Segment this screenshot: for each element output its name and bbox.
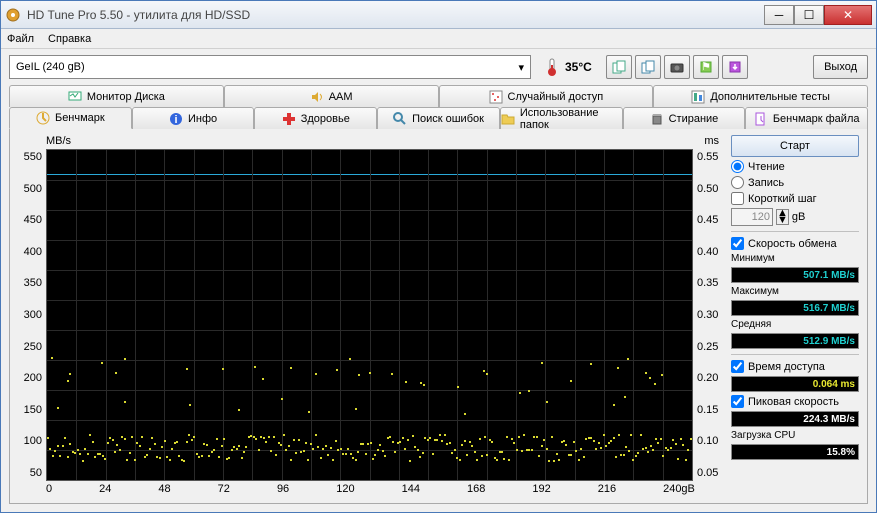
burst-rate-row[interactable]: Пиковая скорость xyxy=(731,395,859,408)
titlebar: HD Tune Pro 5.50 - утилита для HD/SSD ─ … xyxy=(1,1,876,29)
access-time-checkbox[interactable] xyxy=(731,360,744,373)
read-radio[interactable] xyxy=(731,160,744,173)
transfer-rate-row[interactable]: Скорость обмена xyxy=(731,237,859,250)
tab-health[interactable]: Здоровье xyxy=(254,107,377,129)
erase-icon xyxy=(650,112,664,126)
avg-value: 512.9 MB/s xyxy=(731,333,859,349)
tab-benchmark[interactable]: Бенчмарк xyxy=(9,107,132,129)
burst-value: 224.3 MB/s xyxy=(731,411,859,427)
dropdown-icon: ▾ xyxy=(518,61,524,74)
speaker-icon xyxy=(310,90,324,104)
monitor-icon xyxy=(68,90,82,104)
menubar: Файл Справка xyxy=(1,29,876,49)
y2-axis-label: ms xyxy=(704,135,719,147)
svg-text:i: i xyxy=(174,114,177,126)
window-title: HD Tune Pro 5.50 - утилита для HD/SSD xyxy=(27,8,764,22)
folder-icon xyxy=(501,112,515,126)
minimize-button[interactable]: ─ xyxy=(764,5,794,25)
screenshot-button[interactable] xyxy=(664,55,690,79)
cpu-label: Загрузка CPU xyxy=(731,430,859,441)
y-axis-label: MB/s xyxy=(46,135,71,147)
tab-disk-monitor[interactable]: Монитор Диска xyxy=(9,85,224,107)
copy-info-button[interactable] xyxy=(606,55,632,79)
tab-content: MB/s ms 55050045040035030025020015010050… xyxy=(9,129,868,504)
y2-axis-ticks: 0.550.500.450.400.350.300.250.200.150.10… xyxy=(693,149,723,481)
side-panel: Старт Чтение Запись Короткий шаг ▲▼ gB xyxy=(731,135,859,495)
x-axis-ticks: 024487296120144168192216240gB xyxy=(18,481,723,495)
benchmark-chart: MB/s ms 55050045040035030025020015010050… xyxy=(18,135,723,495)
exit-button[interactable]: Выход xyxy=(813,55,868,79)
avg-label: Средняя xyxy=(731,319,859,330)
short-stroke-checkbox[interactable] xyxy=(731,192,744,205)
scan-icon xyxy=(393,112,407,126)
transfer-rate-checkbox[interactable] xyxy=(731,237,744,250)
tab-folder-usage[interactable]: Использование папок xyxy=(500,107,623,129)
tab-file-benchmark[interactable]: Бенчмарк файла xyxy=(745,107,868,129)
app-icon xyxy=(5,7,21,23)
drive-selector[interactable]: GeIL (240 gB) ▾ xyxy=(9,55,531,79)
spinner-buttons: ▲▼ xyxy=(776,209,789,225)
mode-read-row[interactable]: Чтение xyxy=(731,160,859,173)
start-button[interactable]: Старт xyxy=(731,135,859,157)
tab-row-secondary: Монитор Диска AAM Случайный доступ Допол… xyxy=(9,85,868,107)
tab-extra-tests[interactable]: Дополнительные тесты xyxy=(653,85,868,107)
write-radio[interactable] xyxy=(731,176,744,189)
random-icon xyxy=(489,90,503,104)
svg-text:⚑: ⚑ xyxy=(701,61,711,73)
options-button[interactable]: ⚑ xyxy=(693,55,719,79)
access-time-row[interactable]: Время доступа xyxy=(731,360,859,373)
info-icon: i xyxy=(169,112,183,126)
maximize-button[interactable]: ☐ xyxy=(794,5,824,25)
tab-aam[interactable]: AAM xyxy=(224,85,439,107)
tab-error-scan[interactable]: Поиск ошибок xyxy=(377,107,500,129)
tab-random-access[interactable]: Случайный доступ xyxy=(439,85,654,107)
min-value: 507.1 MB/s xyxy=(731,267,859,283)
burst-rate-checkbox[interactable] xyxy=(731,395,744,408)
short-stroke-row[interactable]: Короткий шаг xyxy=(731,192,859,205)
max-label: Максимум xyxy=(731,286,859,297)
extra-icon xyxy=(691,90,705,104)
access-value: 0.064 ms xyxy=(731,376,859,392)
short-stroke-input xyxy=(731,208,773,226)
filebench-icon xyxy=(754,112,768,126)
temperature-value: 35°C xyxy=(565,60,592,74)
app-window: HD Tune Pro 5.50 - утилита для HD/SSD ─ … xyxy=(0,0,877,513)
max-value: 516.7 MB/s xyxy=(731,300,859,316)
tab-row-primary: Бенчмарк i Инфо Здоровье Поиск ошибок Ис… xyxy=(9,107,868,129)
toolbar: GeIL (240 gB) ▾ 35°C ⚑ Выход xyxy=(1,49,876,85)
menu-file[interactable]: Файл xyxy=(7,33,34,45)
menu-help[interactable]: Справка xyxy=(48,33,91,45)
thermometer-icon xyxy=(545,57,559,77)
mode-write-row[interactable]: Запись xyxy=(731,176,859,189)
cpu-value: 15.8% xyxy=(731,444,859,460)
bench-icon xyxy=(36,111,50,125)
drive-selector-value: GeIL (240 gB) xyxy=(16,61,85,73)
close-button[interactable]: ✕ xyxy=(824,5,872,25)
copy-screenshot-button[interactable] xyxy=(635,55,661,79)
min-label: Минимум xyxy=(731,253,859,264)
tab-info[interactable]: i Инфо xyxy=(132,107,255,129)
plot-area xyxy=(46,149,693,481)
tab-erase[interactable]: Стирание xyxy=(623,107,746,129)
y-axis-ticks: 55050045040035030025020015010050 xyxy=(18,149,46,481)
health-icon xyxy=(282,112,296,126)
save-button[interactable] xyxy=(722,55,748,79)
temperature-display: 35°C xyxy=(545,57,592,77)
